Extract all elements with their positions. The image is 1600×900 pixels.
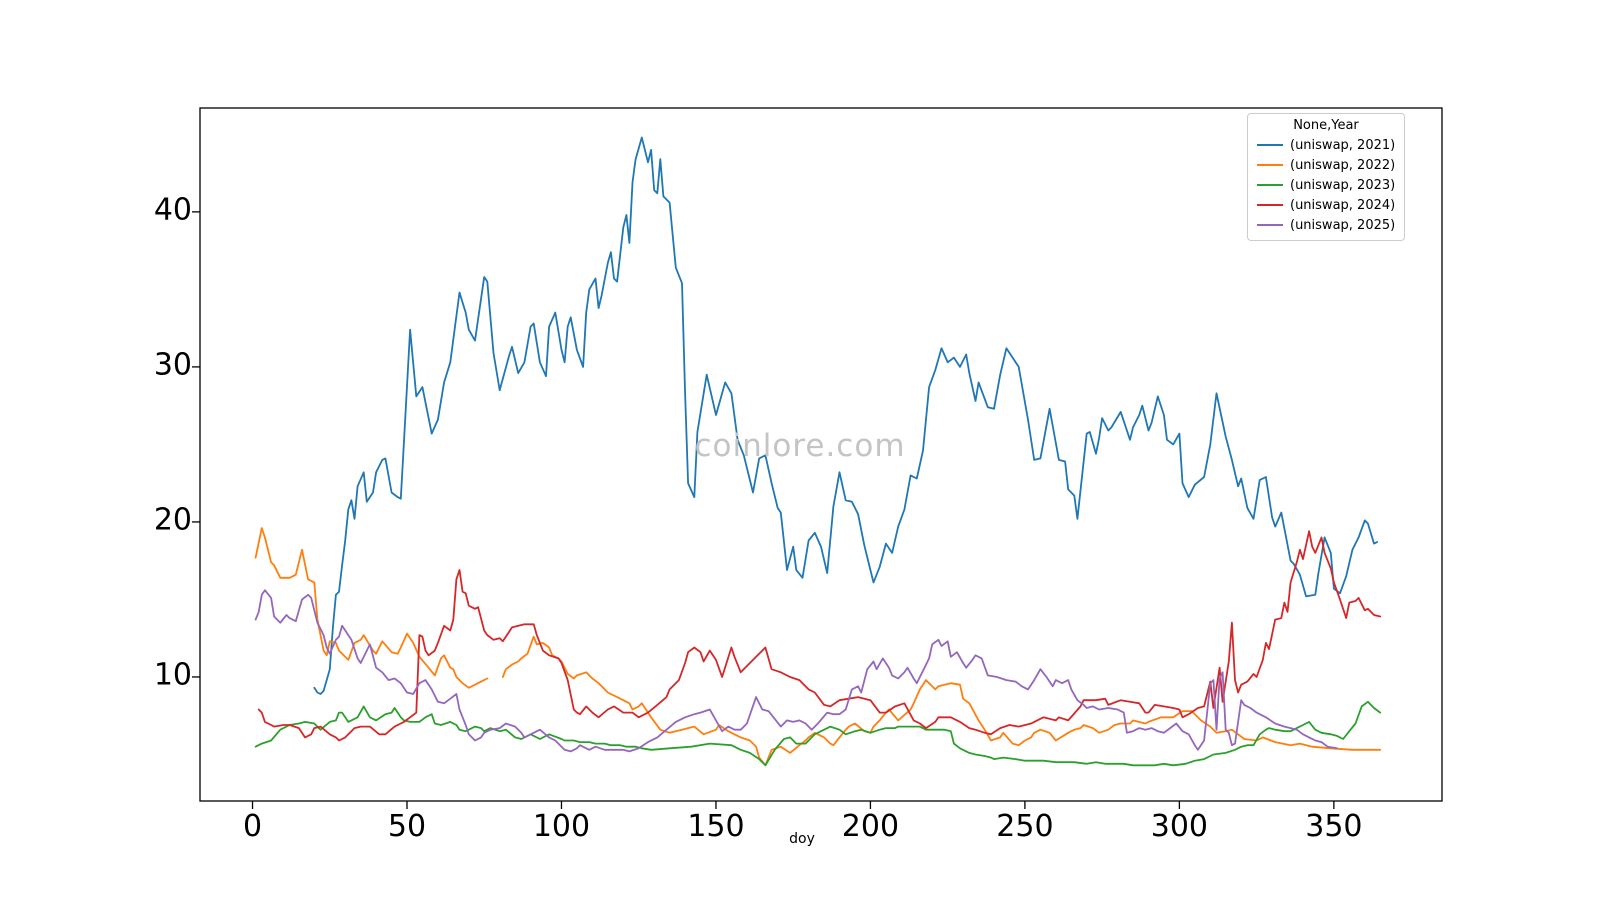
legend-line-sample	[1257, 164, 1283, 166]
x-tick-label: 0	[242, 809, 263, 844]
watermark: coinlore.com	[694, 428, 906, 464]
legend-label: (uniswap, 2021)	[1290, 137, 1396, 153]
series-line-uniswap-2025	[254, 589, 1338, 753]
legend-line-sample	[1257, 204, 1283, 206]
legend-label: (uniswap, 2023)	[1290, 177, 1396, 193]
legend-label: (uniswap, 2025)	[1290, 217, 1396, 233]
plot-border	[199, 107, 1443, 802]
legend-title: None,Year	[1293, 118, 1359, 133]
series-line-uniswap-2022	[254, 527, 489, 689]
legend: None,Year (uniswap, 2021) (uniswap, 2022)…	[1247, 113, 1405, 241]
legend-line-sample	[1257, 144, 1283, 146]
legend-line-sample	[1257, 224, 1283, 226]
x-axis-label: doy	[789, 831, 815, 847]
legend-item-uniswap-2021: (uniswap, 2021)	[1254, 135, 1398, 155]
x-tick-label: 200	[841, 809, 900, 844]
x-tick-label: 100	[532, 809, 591, 844]
series-line-uniswap-2021	[313, 136, 1378, 695]
series-line-uniswap-2023	[254, 700, 1382, 767]
legend-label: (uniswap, 2022)	[1290, 157, 1396, 173]
x-tick-label: 50	[387, 809, 427, 844]
series-line-uniswap-2022	[501, 635, 1382, 767]
y-tick-label: 40	[153, 192, 192, 228]
x-tick-label: 350	[1305, 809, 1363, 844]
x-tick-label: 150	[687, 809, 745, 844]
legend-line-sample	[1257, 184, 1283, 186]
legend-item-uniswap-2025: (uniswap, 2025)	[1254, 215, 1398, 235]
y-tick-label: 30	[153, 347, 192, 383]
legend-item-uniswap-2023: (uniswap, 2023)	[1254, 175, 1398, 195]
y-tick-label: 10	[153, 657, 192, 693]
legend-label: (uniswap, 2024)	[1290, 197, 1396, 213]
x-tick-label: 300	[1150, 809, 1209, 844]
series-line-uniswap-2024	[257, 530, 1382, 742]
legend-rows: (uniswap, 2021) (uniswap, 2022) (uniswap, …	[1254, 135, 1398, 235]
y-tick-label: 20	[153, 502, 192, 538]
legend-item-uniswap-2024: (uniswap, 2024)	[1254, 195, 1398, 215]
legend-item-uniswap-2022: (uniswap, 2022)	[1254, 155, 1398, 175]
x-tick-label: 250	[996, 809, 1054, 844]
